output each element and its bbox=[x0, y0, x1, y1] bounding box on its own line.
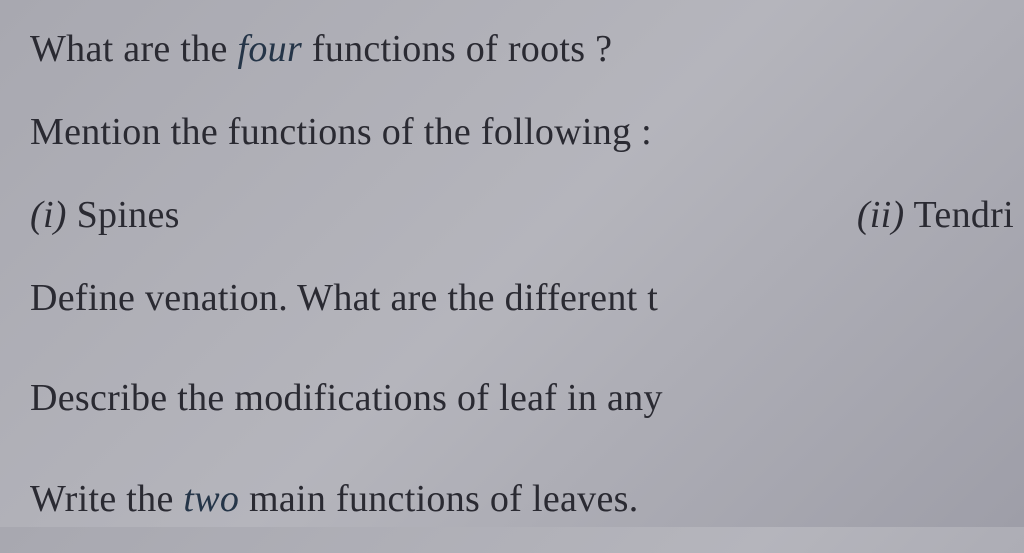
question-line-3: Define venation. What are the different … bbox=[30, 269, 1014, 346]
q5-emph: two bbox=[183, 478, 239, 520]
subitem-i-text: Spines bbox=[67, 194, 180, 236]
subitem-i-label: (i) bbox=[30, 194, 67, 236]
question-line-1: What are the four functions of roots ? bbox=[30, 20, 1014, 79]
textbook-page: What are the four functions of roots ? M… bbox=[30, 20, 1014, 553]
subitems-row: (i) Spines (ii) Tendri bbox=[30, 186, 1014, 245]
q3-text: Define venation. What are the different … bbox=[30, 269, 658, 328]
question-line-2: Mention the functions of the following : bbox=[30, 103, 1014, 162]
question-line-4: Describe the modifications of leaf in an… bbox=[30, 369, 1014, 446]
subitem-ii-label: (ii) bbox=[857, 194, 905, 236]
subitem-i: (i) Spines bbox=[30, 186, 180, 245]
q1-post: functions of roots ? bbox=[302, 28, 612, 70]
q1-pre: What are the bbox=[30, 28, 238, 70]
question-line-5: Write the two main functions of leaves. bbox=[30, 470, 1014, 529]
subitem-ii-text: Tendri bbox=[904, 194, 1014, 236]
q4-text: Describe the modifications of leaf in an… bbox=[30, 369, 663, 428]
subitem-ii: (ii) Tendri bbox=[857, 186, 1014, 245]
q5-post: main functions of leaves. bbox=[239, 478, 638, 520]
q1-emph: four bbox=[238, 28, 303, 70]
q5-pre: Write the bbox=[30, 478, 183, 520]
